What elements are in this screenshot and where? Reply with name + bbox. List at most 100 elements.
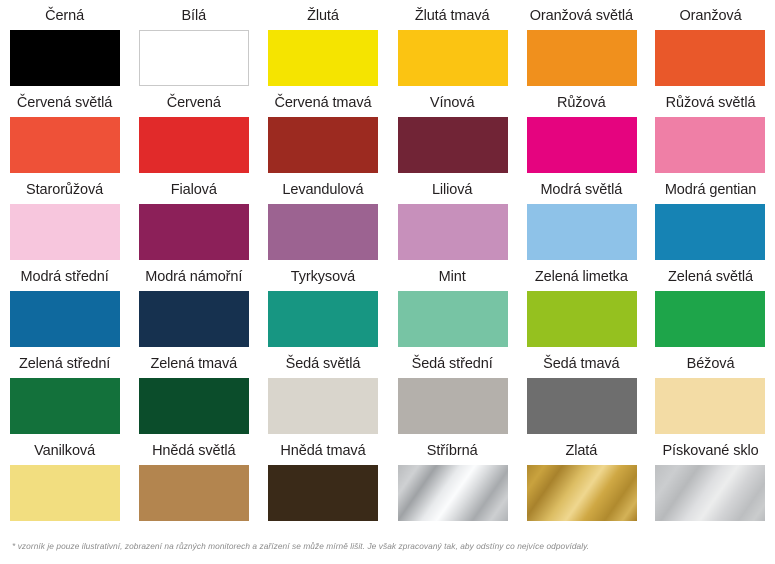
footnote-disclaimer: * vzorník je pouze ilustrativní, zobraze…	[12, 541, 590, 551]
swatch-cell[interactable]: Vínová	[388, 87, 517, 174]
swatch-cell[interactable]: Hnědá světlá	[129, 435, 258, 522]
swatch-cell[interactable]: Zelená tmavá	[129, 348, 258, 435]
swatch-cell[interactable]: Červená tmavá	[258, 87, 387, 174]
swatch-chip[interactable]	[397, 291, 508, 347]
swatch-label: Hnědá světlá	[152, 443, 236, 459]
swatch-cell[interactable]: Zelená světlá	[646, 261, 775, 348]
swatch-chip[interactable]	[268, 465, 379, 521]
swatch-cell[interactable]: Šedá střední	[388, 348, 517, 435]
swatch-label: Vínová	[429, 95, 475, 111]
swatch-chip[interactable]	[654, 204, 765, 260]
swatch-cell[interactable]: Zelená limetka	[517, 261, 646, 348]
swatch-chip[interactable]	[139, 204, 250, 260]
swatch-label: Šedá střední	[411, 356, 493, 372]
swatch-chip[interactable]	[654, 30, 765, 86]
swatch-cell[interactable]: Hnědá tmavá	[258, 435, 387, 522]
swatch-label: Oranžová světlá	[529, 8, 633, 24]
swatch-label: Bílá	[181, 8, 207, 24]
swatch-cell[interactable]: Modrá gentian	[646, 174, 775, 261]
swatch-chip[interactable]	[654, 117, 765, 173]
swatch-chip[interactable]	[268, 117, 379, 173]
swatch-label: Zelená limetka	[534, 269, 628, 285]
swatch-label: Červená tmavá	[274, 95, 372, 111]
swatch-cell[interactable]: Mint	[388, 261, 517, 348]
swatch-cell[interactable]: Růžová světlá	[646, 87, 775, 174]
swatch-chip[interactable]	[268, 204, 379, 260]
swatch-label: Červená světlá	[16, 95, 113, 111]
swatch-chip[interactable]	[526, 117, 637, 173]
swatch-chip[interactable]	[526, 30, 637, 86]
swatch-cell[interactable]: Růžová	[517, 87, 646, 174]
swatch-label: Červená	[166, 95, 221, 111]
swatch-grid: Černá Bílá Žlutá Žlutá tmavá Oranžová světlá…	[0, 0, 775, 522]
swatch-chip[interactable]	[654, 291, 765, 347]
swatch-cell[interactable]: Šedá světlá	[258, 348, 387, 435]
swatch-label: Růžová světlá	[665, 95, 756, 111]
swatch-chip[interactable]	[139, 465, 250, 521]
swatch-label: Šedá tmavá	[543, 356, 620, 372]
swatch-label: Béžová	[686, 356, 735, 372]
swatch-chip[interactable]	[10, 291, 120, 347]
swatch-chip[interactable]	[139, 291, 250, 347]
swatch-chip[interactable]	[10, 30, 120, 86]
swatch-chip[interactable]	[526, 378, 637, 434]
swatch-chip[interactable]	[397, 204, 508, 260]
swatch-label: Modrá gentian	[664, 182, 757, 198]
swatch-label: Modrá střední	[20, 269, 109, 285]
swatch-cell[interactable]: Oranžová světlá	[517, 0, 646, 87]
swatch-cell[interactable]: Bílá	[129, 0, 258, 87]
swatch-chip[interactable]	[397, 30, 508, 86]
swatch-label: Šedá světlá	[285, 356, 361, 372]
swatch-chip[interactable]	[526, 291, 637, 347]
swatch-chip[interactable]	[268, 291, 379, 347]
swatch-label: Oranžová	[679, 8, 742, 24]
swatch-chip[interactable]	[268, 30, 379, 86]
swatch-cell[interactable]: Zlatá	[517, 435, 646, 522]
swatch-label: Tyrkysová	[290, 269, 356, 285]
swatch-cell[interactable]: Žlutá tmavá	[388, 0, 517, 87]
swatch-label: Zelená střední	[18, 356, 111, 372]
swatch-cell[interactable]: Pískované sklo	[646, 435, 775, 522]
swatch-cell[interactable]: Žlutá	[258, 0, 387, 87]
swatch-chip[interactable]	[397, 465, 508, 521]
swatch-chip[interactable]	[268, 378, 379, 434]
swatch-cell[interactable]: Liliová	[388, 174, 517, 261]
swatch-chip[interactable]	[10, 204, 120, 260]
swatch-chip[interactable]	[10, 378, 120, 434]
swatch-chip[interactable]	[526, 465, 637, 521]
swatch-chip[interactable]	[654, 378, 765, 434]
swatch-cell[interactable]: Modrá střední	[0, 261, 129, 348]
swatch-chip[interactable]	[139, 378, 250, 434]
swatch-cell[interactable]: Černá	[0, 0, 129, 87]
swatch-cell[interactable]: Zelená střední	[0, 348, 129, 435]
swatch-chip[interactable]	[397, 378, 508, 434]
swatch-label: Růžová	[557, 95, 606, 111]
swatch-chip[interactable]	[397, 117, 508, 173]
swatch-cell[interactable]: Starorůžová	[0, 174, 129, 261]
swatch-cell[interactable]: Modrá námořní	[129, 261, 258, 348]
swatch-cell[interactable]: Červená	[129, 87, 258, 174]
swatch-label: Zlatá	[565, 443, 598, 459]
swatch-chip[interactable]	[10, 465, 120, 521]
swatch-cell[interactable]: Tyrkysová	[258, 261, 387, 348]
swatch-label: Žlutá tmavá	[414, 8, 490, 24]
swatch-label: Stříbrná	[426, 443, 478, 459]
swatch-cell[interactable]: Oranžová	[646, 0, 775, 87]
swatch-label: Černá	[45, 8, 85, 24]
swatch-cell[interactable]: Levandulová	[258, 174, 387, 261]
swatch-label: Modrá světlá	[540, 182, 623, 198]
swatch-cell[interactable]: Modrá světlá	[517, 174, 646, 261]
swatch-chip[interactable]	[526, 204, 637, 260]
swatch-cell[interactable]: Fialová	[129, 174, 258, 261]
swatch-cell[interactable]: Vanilková	[0, 435, 129, 522]
swatch-chip[interactable]	[139, 117, 250, 173]
swatch-label: Hnědá tmavá	[280, 443, 366, 459]
swatch-cell[interactable]: Šedá tmavá	[517, 348, 646, 435]
swatch-cell[interactable]: Stříbrná	[388, 435, 517, 522]
swatch-cell[interactable]: Béžová	[646, 348, 775, 435]
swatch-chip[interactable]	[139, 30, 250, 86]
swatch-chip[interactable]	[654, 465, 765, 521]
swatch-chip[interactable]	[10, 117, 120, 173]
swatch-cell[interactable]: Červená světlá	[0, 87, 129, 174]
